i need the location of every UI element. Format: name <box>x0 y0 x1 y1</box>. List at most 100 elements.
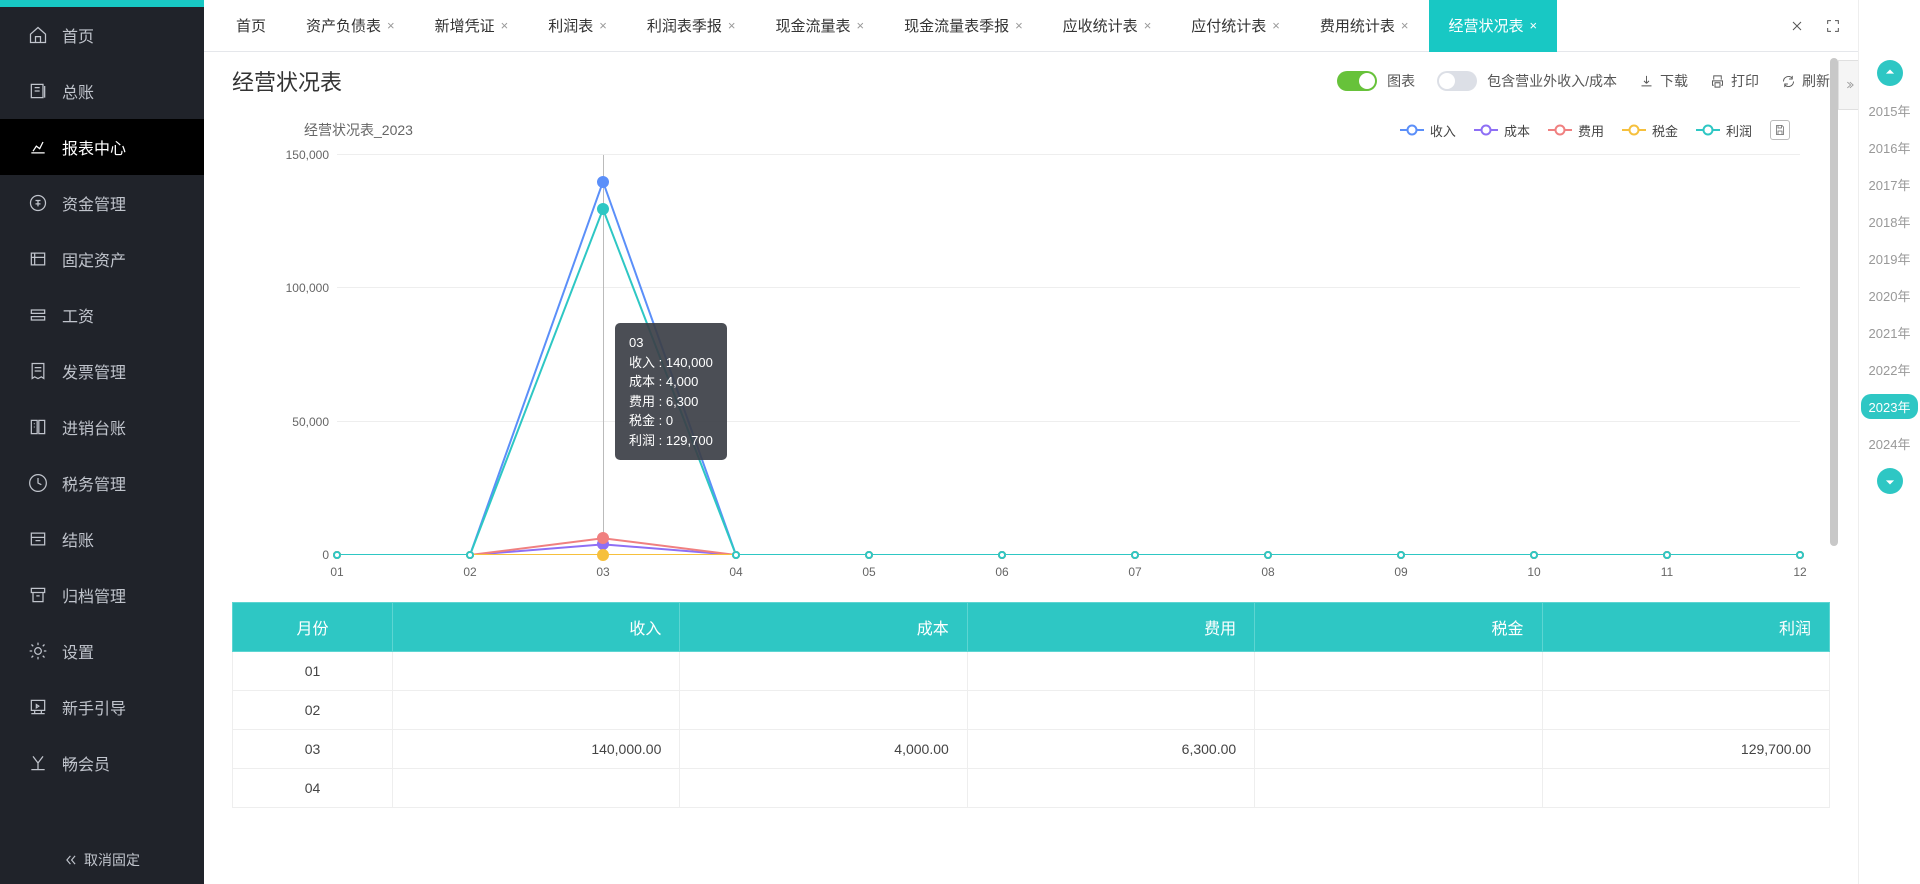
sidebar-item-home[interactable]: 首页 <box>0 7 204 63</box>
toolbar: 经营状况表 图表 包含营业外收入/成本 下载 <box>204 52 1858 110</box>
table-row[interactable]: 01 <box>233 652 1830 691</box>
sidebar-item-ledger[interactable]: 总账 <box>0 63 204 119</box>
chart-plot-area[interactable]: 050,000100,000150,0000102030405060708091… <box>337 155 1800 555</box>
refresh-button[interactable]: 刷新 <box>1781 71 1830 91</box>
chart-marker[interactable] <box>732 551 740 559</box>
tab-7[interactable]: 应收统计表 × <box>1043 0 1172 52</box>
year-rail-collapse-button[interactable] <box>1838 60 1858 110</box>
chart-save-icon[interactable] <box>1770 120 1790 140</box>
table-cell <box>393 691 680 730</box>
sidebar-item-asset[interactable]: 固定资产 <box>0 231 204 287</box>
tab-close-icon[interactable]: × <box>387 18 395 33</box>
salary-icon <box>28 305 48 325</box>
y-axis-label: 0 <box>322 548 329 562</box>
tab-close-icon[interactable]: × <box>1144 18 1152 33</box>
sidebar-item-label: 总账 <box>62 79 94 103</box>
content-area: 经营状况表_2023 收入成本费用税金利润 050,000100,000150,… <box>204 110 1858 884</box>
sidebar-item-label: 发票管理 <box>62 359 126 383</box>
chart-marker[interactable] <box>1264 551 1272 559</box>
year-item[interactable]: 2015年 <box>1861 98 1919 123</box>
sidebar-item-label: 资金管理 <box>62 191 126 215</box>
tab-close-icon[interactable]: × <box>1401 18 1409 33</box>
tab-label: 应收统计表 <box>1063 15 1138 36</box>
tab-close-icon[interactable]: × <box>501 18 509 33</box>
close-all-tabs-button[interactable] <box>1788 17 1806 35</box>
table-row[interactable]: 04 <box>233 769 1830 808</box>
download-button[interactable]: 下载 <box>1639 71 1688 91</box>
tab-close-icon[interactable]: × <box>856 18 864 33</box>
year-item[interactable]: 2024年 <box>1861 431 1919 456</box>
tab-close-icon[interactable]: × <box>1015 18 1023 33</box>
table-cell <box>1255 769 1542 808</box>
tab-4[interactable]: 利润表季报× <box>627 0 756 52</box>
tab-close-icon[interactable]: × <box>728 18 736 33</box>
year-rail-down-button[interactable] <box>1877 468 1903 494</box>
tab-6[interactable]: 现金流量表季报× <box>884 0 1043 52</box>
sidebar-item-book[interactable]: 进销台账 <box>0 399 204 455</box>
year-item[interactable]: 2023年 <box>1861 394 1919 419</box>
tab-close-icon[interactable]: × <box>1530 18 1538 33</box>
vertical-scrollbar[interactable] <box>1830 58 1838 872</box>
chart-marker[interactable] <box>865 551 873 559</box>
sidebar-item-tax[interactable]: 税务管理 <box>0 455 204 511</box>
sidebar-item-invoice[interactable]: 发票管理 <box>0 343 204 399</box>
year-rail-up-button[interactable] <box>1877 60 1903 86</box>
chart-mode-switch[interactable] <box>1337 71 1377 91</box>
tab-close-icon[interactable]: × <box>599 18 607 33</box>
sidebar-item-guide[interactable]: 新手引导 <box>0 679 204 735</box>
tab-label: 资产负债表 <box>306 15 381 36</box>
table-row[interactable]: 03140,000.004,000.006,300.00129,700.00 <box>233 730 1830 769</box>
table-row[interactable]: 02 <box>233 691 1830 730</box>
legend-item[interactable]: 费用 <box>1548 121 1604 140</box>
year-item[interactable]: 2017年 <box>1861 172 1919 197</box>
chart-marker[interactable] <box>597 532 609 544</box>
legend-item[interactable]: 收入 <box>1400 121 1456 140</box>
year-item[interactable]: 2020年 <box>1861 283 1919 308</box>
sidebar-item-vip[interactable]: 畅会员 <box>0 735 204 791</box>
sidebar-item-archive[interactable]: 归档管理 <box>0 567 204 623</box>
chart-marker[interactable] <box>597 176 609 188</box>
chart-marker[interactable] <box>1397 551 1405 559</box>
tab-5[interactable]: 现金流量表× <box>755 0 884 52</box>
sidebar-unpin-button[interactable]: 取消固定 <box>0 836 204 884</box>
table-cell <box>1255 730 1542 769</box>
tab-2[interactable]: 新增凭证× <box>415 0 529 52</box>
tab-8[interactable]: 应付统计表× <box>1171 0 1300 52</box>
year-item[interactable]: 2019年 <box>1861 246 1919 271</box>
sidebar-item-settle[interactable]: 结账 <box>0 511 204 567</box>
chart-marker[interactable] <box>597 203 609 215</box>
include-nonop-switch[interactable] <box>1437 71 1477 91</box>
legend-item[interactable]: 利润 <box>1696 121 1752 140</box>
sidebar-item-chart[interactable]: 报表中心 <box>0 119 204 175</box>
year-item[interactable]: 2018年 <box>1861 209 1919 234</box>
fullscreen-button[interactable] <box>1824 17 1842 35</box>
legend-label: 税金 <box>1652 121 1678 140</box>
legend-item[interactable]: 税金 <box>1622 121 1678 140</box>
chart-marker[interactable] <box>1796 551 1804 559</box>
asset-icon <box>28 249 48 269</box>
chart-marker[interactable] <box>597 549 609 561</box>
settle-icon <box>28 529 48 549</box>
tab-1[interactable]: 资产负债表 × <box>286 0 415 52</box>
year-item[interactable]: 2021年 <box>1861 320 1919 345</box>
chart-marker[interactable] <box>1530 551 1538 559</box>
chart-marker[interactable] <box>333 551 341 559</box>
sidebar-item-money[interactable]: 资金管理 <box>0 175 204 231</box>
year-item[interactable]: 2016年 <box>1861 135 1919 160</box>
tab-0[interactable]: 首页 <box>216 0 286 52</box>
tab-close-icon[interactable]: × <box>1272 18 1280 33</box>
sidebar-item-salary[interactable]: 工资 <box>0 287 204 343</box>
tab-3[interactable]: 利润表× <box>528 0 627 52</box>
chart-marker[interactable] <box>1131 551 1139 559</box>
tab-9[interactable]: 费用统计表× <box>1300 0 1429 52</box>
chart-marker[interactable] <box>1663 551 1671 559</box>
tax-icon <box>28 473 48 493</box>
year-item[interactable]: 2022年 <box>1861 357 1919 382</box>
legend-item[interactable]: 成本 <box>1474 121 1530 140</box>
tab-10[interactable]: 经营状况表× <box>1429 0 1558 52</box>
chart-marker[interactable] <box>466 551 474 559</box>
money-icon <box>28 193 48 213</box>
sidebar-item-gear[interactable]: 设置 <box>0 623 204 679</box>
print-button[interactable]: 打印 <box>1710 71 1759 91</box>
chart-marker[interactable] <box>998 551 1006 559</box>
